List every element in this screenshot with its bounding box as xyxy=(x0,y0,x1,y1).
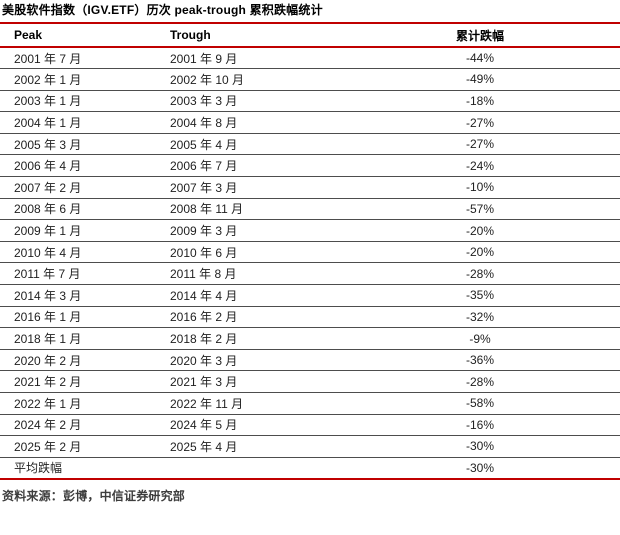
table-row: 2001 年 7 月 2001 年 9 月 -44% xyxy=(0,47,620,70)
summary-row: 平均跌幅 -30% xyxy=(0,457,620,480)
peak-cell: 2002 年 1 月 xyxy=(0,68,170,91)
peak-cell: 2016 年 1 月 xyxy=(0,306,170,329)
peak-cell: 2010 年 4 月 xyxy=(0,241,170,264)
table-row: 2005 年 3 月 2005 年 4 月 -27% xyxy=(0,133,620,156)
drawdown-cell: -35% xyxy=(340,284,620,307)
table-row: 2010 年 4 月 2010 年 6 月 -20% xyxy=(0,241,620,264)
trough-cell: 2020 年 3 月 xyxy=(170,349,340,372)
drawdown-cell: -44% xyxy=(340,47,620,70)
trough-cell: 2009 年 3 月 xyxy=(170,219,340,242)
table-body: 2001 年 7 月 2001 年 9 月 -44% 2002 年 1 月 20… xyxy=(0,47,620,458)
table-row: 2003 年 1 月 2003 年 3 月 -18% xyxy=(0,90,620,113)
peak-cell: 2025 年 2 月 xyxy=(0,435,170,458)
drawdown-cell: -28% xyxy=(340,370,620,393)
drawdown-cell: -16% xyxy=(340,414,620,437)
col-header-peak: Peak xyxy=(0,24,170,48)
table-row: 2007 年 2 月 2007 年 3 月 -10% xyxy=(0,176,620,199)
table-row: 2021 年 2 月 2021 年 3 月 -28% xyxy=(0,370,620,393)
table-row: 2016 年 1 月 2016 年 2 月 -32% xyxy=(0,306,620,329)
table-row: 2006 年 4 月 2006 年 7 月 -24% xyxy=(0,154,620,178)
drawdown-cell: -20% xyxy=(340,241,620,264)
table-row: 2004 年 1 月 2004 年 8 月 -27% xyxy=(0,111,620,134)
peak-cell: 2021 年 2 月 xyxy=(0,370,170,393)
figure-title: 美股软件指数（IGV.ETF）历次 peak-trough 累积跌幅统计 xyxy=(0,0,620,24)
drawdown-cell: -28% xyxy=(340,262,620,286)
drawdown-cell: -36% xyxy=(340,349,620,372)
table-row: 2018 年 1 月 2018 年 2 月 -9% xyxy=(0,327,620,350)
drawdown-cell: -18% xyxy=(340,90,620,113)
table-row: 2020 年 2 月 2020 年 3 月 -36% xyxy=(0,349,620,372)
trough-cell: 2007 年 3 月 xyxy=(170,176,340,199)
trough-cell: 2006 年 7 月 xyxy=(170,154,340,178)
col-header-drawdown: 累计跌幅 xyxy=(340,24,620,48)
trough-cell: 2021 年 3 月 xyxy=(170,370,340,393)
peak-cell: 2022 年 1 月 xyxy=(0,392,170,415)
drawdown-cell: -58% xyxy=(340,392,620,415)
trough-cell: 2004 年 8 月 xyxy=(170,111,340,134)
drawdown-cell: -49% xyxy=(340,68,620,91)
trough-cell: 2005 年 4 月 xyxy=(170,133,340,156)
summary-value: -30% xyxy=(340,457,620,480)
table-row: 2002 年 1 月 2002 年 10 月 -49% xyxy=(0,68,620,91)
peak-cell: 2024 年 2 月 xyxy=(0,414,170,437)
peak-cell: 2004 年 1 月 xyxy=(0,111,170,134)
drawdown-cell: -32% xyxy=(340,306,620,329)
table-row: 2008 年 6 月 2008 年 11 月 -57% xyxy=(0,198,620,221)
table-row: 2009 年 1 月 2009 年 3 月 -20% xyxy=(0,219,620,242)
peak-cell: 2003 年 1 月 xyxy=(0,90,170,113)
peak-cell: 2020 年 2 月 xyxy=(0,349,170,372)
drawdown-cell: -24% xyxy=(340,154,620,178)
trough-cell: 2011 年 8 月 xyxy=(170,262,340,286)
trough-cell: 2014 年 4 月 xyxy=(170,284,340,307)
table-header-row: Peak Trough 累计跌幅 xyxy=(0,24,620,48)
peak-cell: 2005 年 3 月 xyxy=(0,133,170,156)
peak-cell: 2008 年 6 月 xyxy=(0,198,170,221)
drawdown-cell: -27% xyxy=(340,133,620,156)
drawdown-cell: -57% xyxy=(340,198,620,221)
col-header-trough: Trough xyxy=(170,24,340,48)
trough-cell: 2008 年 11 月 xyxy=(170,198,340,221)
trough-cell: 2024 年 5 月 xyxy=(170,414,340,437)
table-row: 2011 年 7 月 2011 年 8 月 -28% xyxy=(0,262,620,286)
table-row: 2025 年 2 月 2025 年 4 月 -30% xyxy=(0,435,620,458)
trough-cell: 2025 年 4 月 xyxy=(170,435,340,458)
drawdown-cell: -20% xyxy=(340,219,620,242)
trough-cell: 2003 年 3 月 xyxy=(170,90,340,113)
peak-cell: 2014 年 3 月 xyxy=(0,284,170,307)
drawdown-cell: -10% xyxy=(340,176,620,199)
drawdown-table: Peak Trough 累计跌幅 2001 年 7 月 2001 年 9 月 -… xyxy=(0,24,620,480)
table-row: 2024 年 2 月 2024 年 5 月 -16% xyxy=(0,414,620,437)
report-table-figure: 美股软件指数（IGV.ETF）历次 peak-trough 累积跌幅统计 Pea… xyxy=(0,0,620,503)
trough-cell: 2016 年 2 月 xyxy=(170,306,340,329)
peak-cell: 2007 年 2 月 xyxy=(0,176,170,199)
drawdown-cell: -9% xyxy=(340,327,620,350)
trough-cell: 2001 年 9 月 xyxy=(170,47,340,70)
trough-cell: 2002 年 10 月 xyxy=(170,68,340,91)
table-row: 2014 年 3 月 2014 年 4 月 -35% xyxy=(0,284,620,307)
peak-cell: 2011 年 7 月 xyxy=(0,262,170,286)
summary-label: 平均跌幅 xyxy=(0,457,170,480)
trough-cell: 2018 年 2 月 xyxy=(170,327,340,350)
trough-cell: 2010 年 6 月 xyxy=(170,241,340,264)
drawdown-cell: -30% xyxy=(340,435,620,458)
trough-cell: 2022 年 11 月 xyxy=(170,392,340,415)
table-row: 2022 年 1 月 2022 年 11 月 -58% xyxy=(0,392,620,415)
source-note: 资料来源：彭博，中信证券研究部 xyxy=(2,488,186,503)
peak-cell: 2006 年 4 月 xyxy=(0,154,170,178)
summary-empty-cell xyxy=(170,457,340,480)
peak-cell: 2009 年 1 月 xyxy=(0,219,170,242)
peak-cell: 2018 年 1 月 xyxy=(0,327,170,350)
peak-cell: 2001 年 7 月 xyxy=(0,47,170,70)
drawdown-cell: -27% xyxy=(340,111,620,134)
